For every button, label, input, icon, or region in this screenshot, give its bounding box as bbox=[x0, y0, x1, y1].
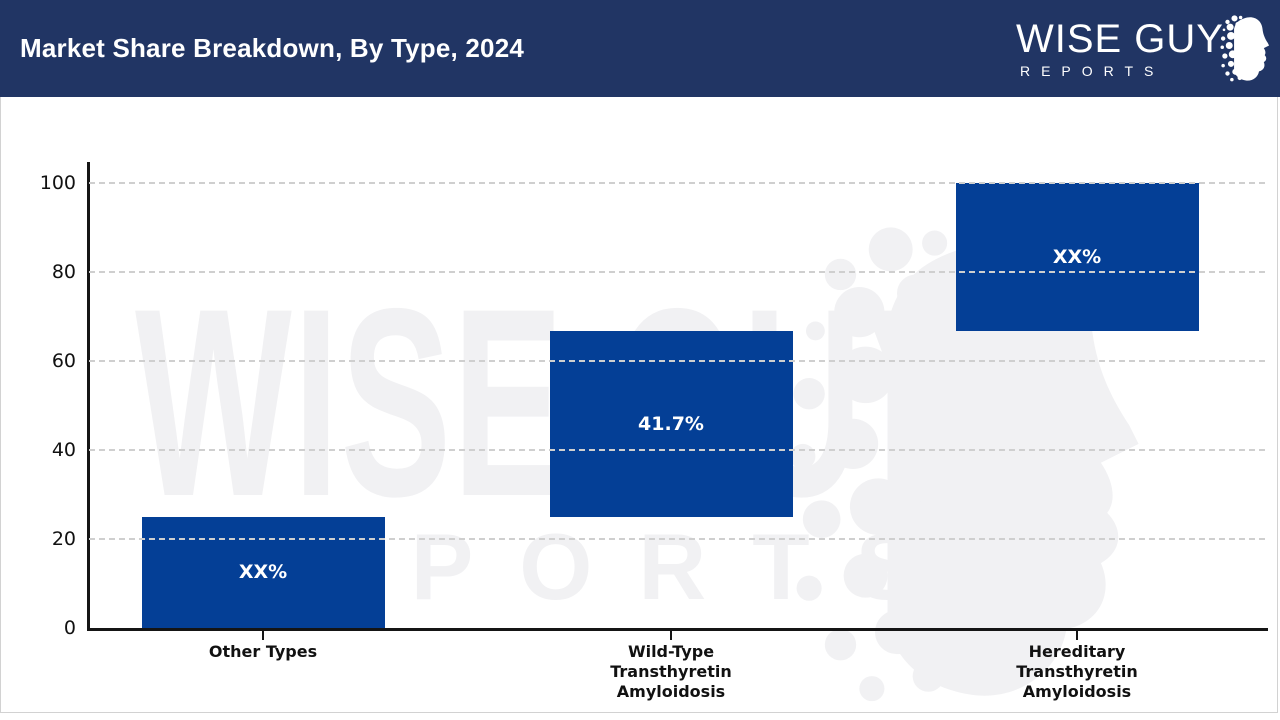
y-tick-label: 60 bbox=[51, 350, 76, 372]
logo-reports-text: REPORTS bbox=[1019, 62, 1165, 79]
x-category-label: Other Types bbox=[208, 642, 318, 661]
x-tick bbox=[262, 631, 264, 640]
bar-value-label: XX% bbox=[238, 561, 288, 584]
plot-area: XX% 41.7% XX% bbox=[89, 164, 1265, 628]
bar-value-label: 41.7% bbox=[638, 412, 704, 435]
wise-guy-reports-logo: WISE GUY REPORTS bbox=[1016, 14, 1280, 84]
x-tick bbox=[670, 631, 672, 640]
gridline bbox=[89, 182, 1265, 184]
gridline bbox=[89, 360, 1265, 362]
bar-value-label: XX% bbox=[1052, 246, 1102, 269]
y-axis-spine bbox=[87, 162, 90, 631]
x-category-label: Hereditary Transthyretin Amyloidosis bbox=[1016, 642, 1138, 701]
bar-segment: XX% bbox=[955, 183, 1199, 332]
x-tick bbox=[1076, 631, 1078, 640]
gridline bbox=[89, 271, 1265, 273]
y-tick-label: 20 bbox=[51, 528, 76, 550]
page-title: Market Share Breakdown, By Type, 2024 bbox=[20, 33, 525, 63]
logo-face-dots-icon bbox=[1220, 14, 1270, 81]
y-tick-label: 0 bbox=[63, 617, 76, 639]
bar-segment: XX% bbox=[141, 516, 385, 628]
y-tick-label: 80 bbox=[51, 261, 76, 283]
y-tick-label: 100 bbox=[39, 172, 76, 194]
header-bar: Market Share Breakdown, By Type, 2024 WI… bbox=[0, 0, 1280, 97]
logo-text: WISE GUY REPORTS bbox=[1016, 19, 1224, 79]
x-axis-spine bbox=[87, 628, 1268, 631]
gridline bbox=[89, 449, 1265, 451]
gridline bbox=[89, 538, 1265, 540]
bar-segment: 41.7% bbox=[549, 331, 793, 517]
x-category-label: Wild-Type Transthyretin Amyloidosis bbox=[610, 642, 732, 701]
y-tick-label: 40 bbox=[51, 439, 76, 461]
logo-wordmark: WISE GUY bbox=[1015, 16, 1224, 61]
